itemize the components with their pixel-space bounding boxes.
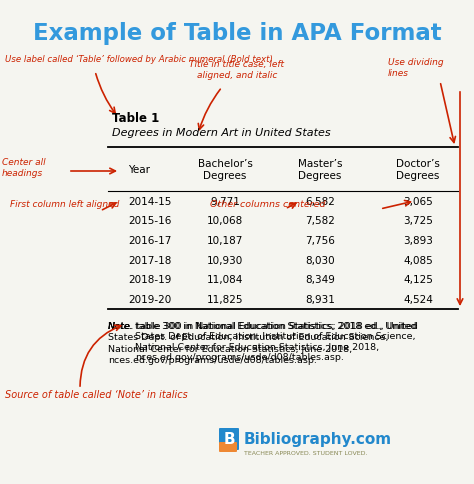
Text: Bachelor’s
Degrees: Bachelor’s Degrees (198, 159, 253, 181)
Text: 4,085: 4,085 (403, 255, 433, 265)
Text: Center all
headings: Center all headings (2, 158, 46, 178)
Text: 7,756: 7,756 (305, 236, 335, 246)
Text: 11,084: 11,084 (207, 275, 243, 285)
FancyBboxPatch shape (219, 428, 239, 450)
Text: 3,893: 3,893 (403, 236, 433, 246)
Text: 2016-17: 2016-17 (128, 236, 172, 246)
Text: 2017-18: 2017-18 (128, 255, 172, 265)
Text: Master’s
Degrees: Master’s Degrees (298, 159, 342, 181)
Text: Table 1: Table 1 (112, 112, 159, 125)
Text: 8,931: 8,931 (305, 295, 335, 304)
Text: Bibliography.com: Bibliography.com (244, 432, 392, 447)
Text: 4,125: 4,125 (403, 275, 433, 285)
Text: TEACHER APPROVED. STUDENT LOVED.: TEACHER APPROVED. STUDENT LOVED. (244, 451, 367, 455)
Text: Doctor’s
Degrees: Doctor’s Degrees (396, 159, 440, 181)
Text: Note.: Note. (108, 321, 134, 330)
Text: table 300 in National Education Statistics; 2018 ed., United
States Dept. of Edu: table 300 in National Education Statisti… (135, 321, 417, 362)
Text: 4,524: 4,524 (403, 295, 433, 304)
Text: Use dividing
lines: Use dividing lines (388, 58, 444, 78)
Text: B: B (223, 432, 235, 447)
Text: 10,068: 10,068 (207, 216, 243, 226)
Text: First column left aligned: First column left aligned (10, 199, 119, 209)
Text: 2014-15: 2014-15 (128, 197, 172, 206)
Text: 3,725: 3,725 (403, 216, 433, 226)
Text: 10,930: 10,930 (207, 255, 243, 265)
Text: 9,771: 9,771 (210, 197, 240, 206)
Text: Other columns centered: Other columns centered (210, 199, 326, 209)
Text: Example of Table in APA Format: Example of Table in APA Format (33, 22, 441, 45)
Text: 8,349: 8,349 (305, 275, 335, 285)
Text: Degrees in Modern Art in United States: Degrees in Modern Art in United States (112, 128, 331, 138)
Text: Source of table called ‘Note’ in italics: Source of table called ‘Note’ in italics (5, 389, 188, 399)
Text: Use label called ‘Table’ followed by Arabic numeral (Bold text): Use label called ‘Table’ followed by Ara… (5, 55, 273, 64)
Text: 6,582: 6,582 (305, 197, 335, 206)
Text: 11,825: 11,825 (207, 295, 243, 304)
Text: 2019-20: 2019-20 (128, 295, 171, 304)
Text: 7,582: 7,582 (305, 216, 335, 226)
Text: 10,187: 10,187 (207, 236, 243, 246)
Text: Title in title case, left
aligned, and italic: Title in title case, left aligned, and i… (190, 60, 284, 80)
Text: Year: Year (128, 165, 150, 175)
Text: Note. table 300 in National Education Statistics; 2018 ed., United
States Dept. : Note. table 300 in National Education St… (108, 321, 418, 364)
Text: 3,065: 3,065 (403, 197, 433, 206)
Text: 2018-19: 2018-19 (128, 275, 172, 285)
FancyBboxPatch shape (219, 442, 237, 452)
Text: 2015-16: 2015-16 (128, 216, 172, 226)
Text: Note.: Note. (108, 321, 134, 330)
Text: 8,030: 8,030 (305, 255, 335, 265)
